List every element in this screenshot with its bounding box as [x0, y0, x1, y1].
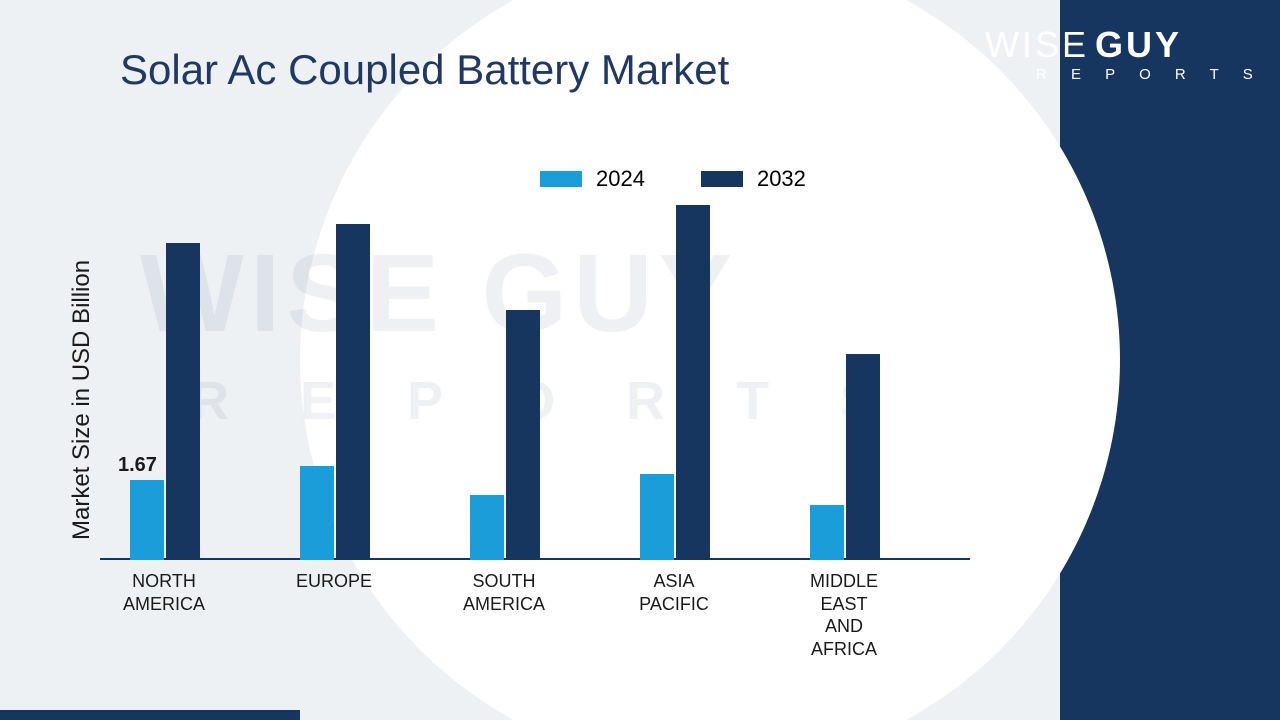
bar-2032-0	[166, 243, 200, 560]
legend-swatch-2024	[540, 171, 582, 187]
x-label-2: SOUTHAMERICA	[429, 570, 579, 615]
bottom-accent-bar	[0, 710, 300, 720]
chart-canvas: WISEGUY R E P O R T S WISE GUY R E P O R…	[0, 0, 1280, 720]
bar-2032-3	[676, 205, 710, 560]
legend-item-2032: 2032	[701, 166, 806, 192]
brand-subtext: R E P O R T S	[1036, 66, 1263, 83]
bar-2024-4	[810, 505, 844, 560]
brand-logo-text: WISEGUY	[985, 24, 1182, 66]
bar-2032-1	[336, 224, 370, 560]
x-label-0: NORTHAMERICA	[89, 570, 239, 615]
bar-2024-3	[640, 474, 674, 560]
bar-2032-4	[846, 354, 880, 560]
legend: 2024 2032	[540, 166, 806, 192]
brand-word-1: WISE	[985, 24, 1089, 65]
x-label-1: EUROPE	[259, 570, 409, 593]
bar-2024-2	[470, 495, 504, 560]
bar-2024-0	[130, 480, 164, 560]
x-label-4: MIDDLEEASTANDAFRICA	[769, 570, 919, 660]
legend-label-2032: 2032	[757, 166, 806, 192]
legend-item-2024: 2024	[540, 166, 645, 192]
bar-value-label-0: 1.67	[118, 454, 157, 477]
legend-label-2024: 2024	[596, 166, 645, 192]
y-axis-label: Market Size in USD Billion	[68, 260, 96, 540]
x-label-3: ASIAPACIFIC	[599, 570, 749, 615]
brand-word-2: GUY	[1095, 24, 1182, 65]
bar-2032-2	[506, 310, 540, 560]
bar-2024-1	[300, 466, 334, 560]
chart-title: Solar Ac Coupled Battery Market	[120, 46, 729, 94]
legend-swatch-2032	[701, 171, 743, 187]
plot-area	[100, 200, 970, 560]
